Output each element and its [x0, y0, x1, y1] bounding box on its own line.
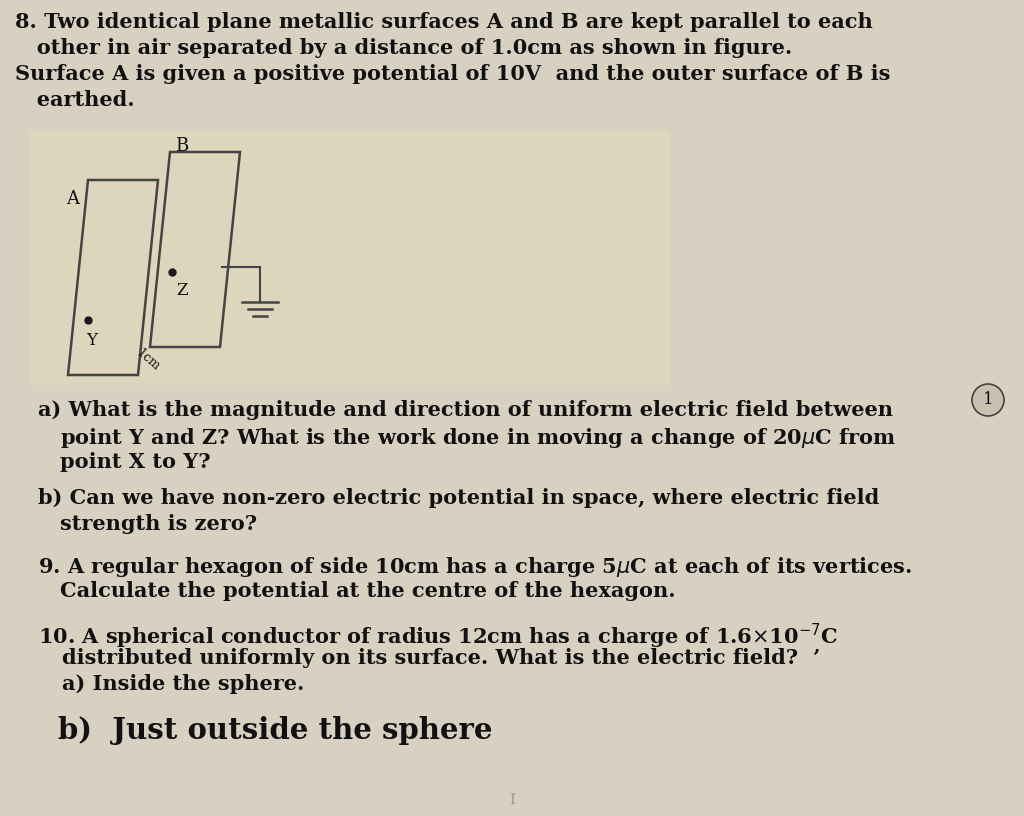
Text: 9. A regular hexagon of side 10cm has a charge 5$\mu$C at each of its vertices.: 9. A regular hexagon of side 10cm has a … — [38, 555, 912, 579]
Text: 10. A spherical conductor of radius 12cm has a charge of 1.6$\times$10$^{-7}$C: 10. A spherical conductor of radius 12cm… — [38, 622, 838, 651]
Text: other in air separated by a distance of 1.0cm as shown in figure.: other in air separated by a distance of … — [15, 38, 793, 58]
Text: Surface A is given a positive potential of 10V  and the outer surface of B is: Surface A is given a positive potential … — [15, 64, 891, 84]
Text: B: B — [175, 137, 188, 155]
FancyBboxPatch shape — [30, 130, 670, 385]
Text: A: A — [66, 190, 79, 208]
Text: 1: 1 — [983, 392, 993, 409]
Text: 8. Two identical plane metallic surfaces A and B are kept parallel to each: 8. Two identical plane metallic surfaces… — [15, 12, 872, 32]
Text: I: I — [509, 793, 515, 807]
Text: distributed uniformly on its surface. What is the electric field?  ʼ: distributed uniformly on its surface. Wh… — [62, 648, 820, 668]
Text: Z: Z — [176, 282, 187, 299]
Circle shape — [972, 384, 1004, 416]
Text: point X to Y?: point X to Y? — [60, 452, 211, 472]
Text: earthed.: earthed. — [15, 90, 134, 110]
Text: point Y and Z? What is the work done in moving a change of 20$\mu$C from: point Y and Z? What is the work done in … — [60, 426, 896, 450]
Text: a) Inside the sphere.: a) Inside the sphere. — [62, 674, 304, 694]
Text: b) Can we have non-zero electric potential in space, where electric field: b) Can we have non-zero electric potenti… — [38, 488, 880, 508]
Text: Calculate the potential at the centre of the hexagon.: Calculate the potential at the centre of… — [60, 581, 676, 601]
Text: Y: Y — [86, 332, 97, 349]
Text: strength is zero?: strength is zero? — [60, 514, 257, 534]
Text: b)  Just outside the sphere: b) Just outside the sphere — [58, 716, 493, 745]
Text: a) What is the magnitude and direction of uniform electric field between: a) What is the magnitude and direction o… — [38, 400, 893, 420]
Text: 1cm: 1cm — [134, 346, 163, 373]
